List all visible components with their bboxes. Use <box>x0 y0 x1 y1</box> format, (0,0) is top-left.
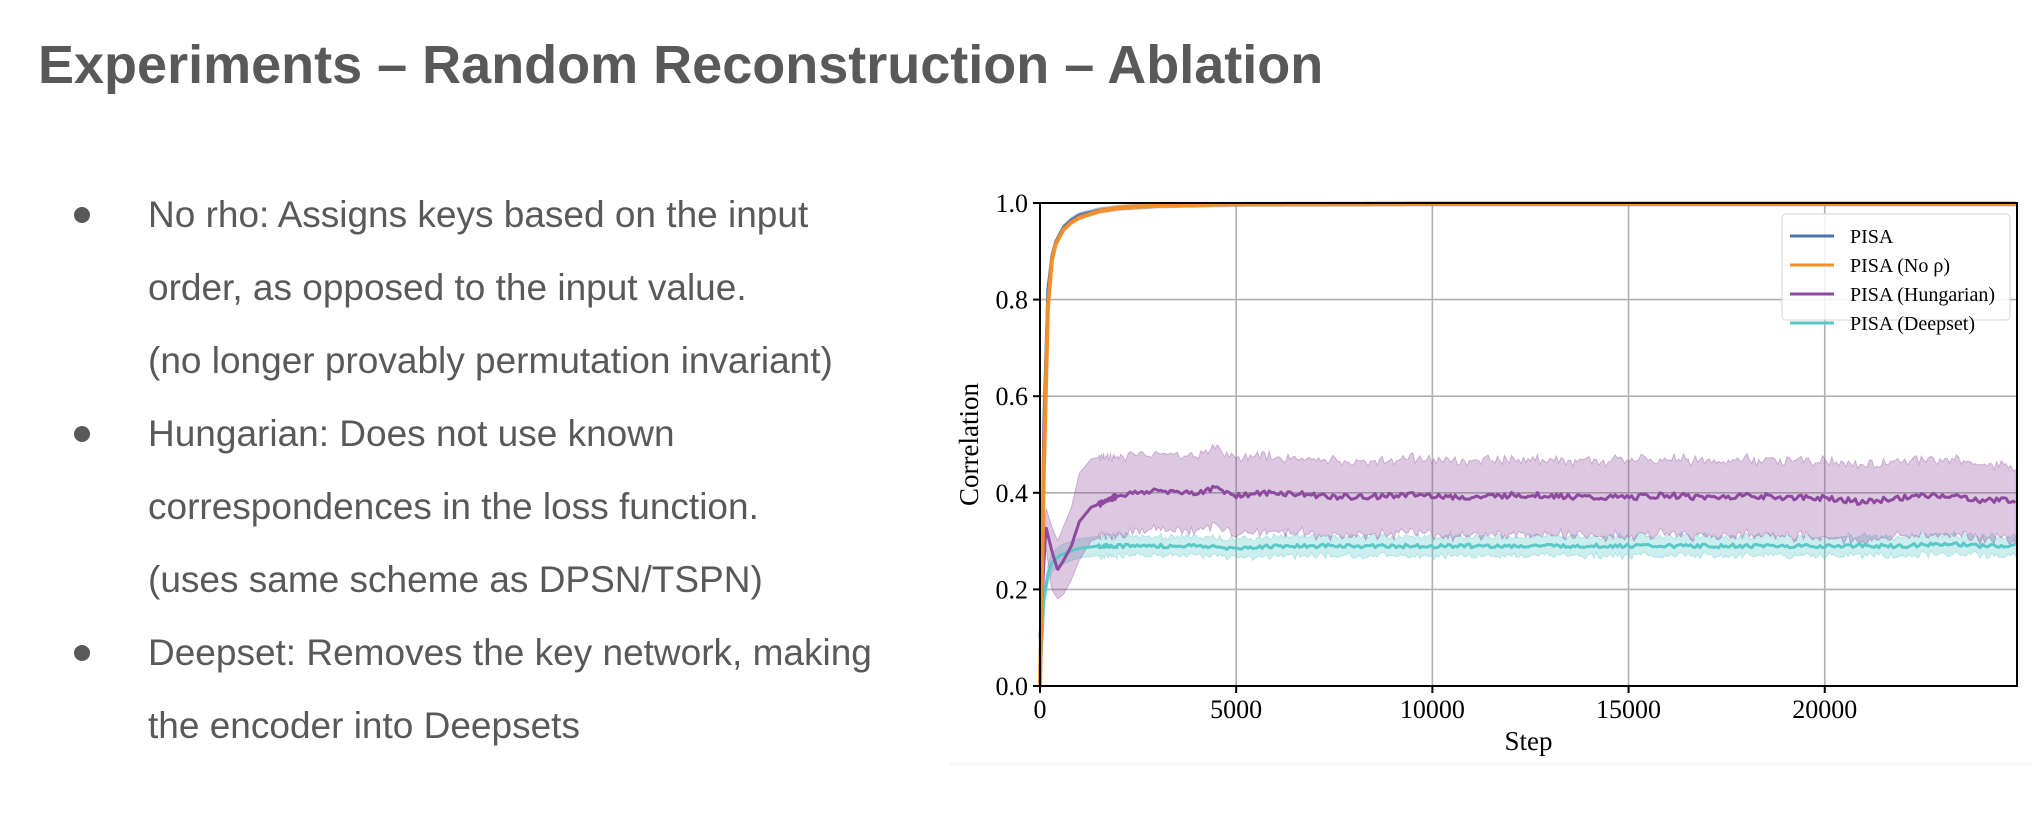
band-2 <box>1039 443 2016 638</box>
legend-label: PISA (Deepset) <box>1850 313 1975 335</box>
x-tick-label: 0 <box>1034 695 1047 724</box>
x-tick-label: 10000 <box>1400 695 1465 724</box>
legend-label: PISA (No ρ) <box>1850 255 1950 277</box>
y-tick-label: 0.8 <box>996 286 1029 315</box>
y-tick-label: 0.2 <box>996 575 1029 604</box>
x-axis-label: Step <box>1504 726 1552 756</box>
slide-title: Experiments – Random Reconstruction – Ab… <box>38 35 1324 95</box>
bullet-dot-icon <box>74 426 90 442</box>
bullet-dot-icon <box>74 645 90 661</box>
legend-label: PISA (Hungarian) <box>1850 284 1995 306</box>
bullet-list: No rho: Assigns keys based on the input … <box>68 178 968 762</box>
x-tick-label: 5000 <box>1210 695 1262 724</box>
plot-frame <box>1039 202 2018 687</box>
axis-ticks: 0 5000 10000 15000 20000 0.0 0.2 0.4 0.6 0.8 1.0 <box>996 189 1858 724</box>
bullet-text-line: the encoder into Deepsets <box>148 705 580 746</box>
legend-label: PISA <box>1850 226 1894 248</box>
y-axis-label: Correlation <box>954 383 984 506</box>
y-tick-label: 0.6 <box>996 382 1029 411</box>
bullet-deepset: Deepset: Removes the key network, making… <box>68 616 968 762</box>
bullet-text-line: Deepset: Removes the key network, making <box>148 632 872 673</box>
bullet-text-line: Hungarian: Does not use known <box>148 413 675 454</box>
y-tick-label: 0.0 <box>996 672 1029 701</box>
series-line-2 <box>1038 484 2017 638</box>
x-tick-label: 20000 <box>1792 695 1857 724</box>
series-line-3 <box>1038 541 2016 677</box>
correlation-chart: 0 5000 10000 15000 20000 0.0 0.2 0.4 0.6 0.8 1.0 S… <box>950 185 2032 765</box>
y-tick-label: 1.0 <box>996 189 1029 218</box>
bullet-text-line: No rho: Assigns keys based on the input <box>148 194 809 235</box>
chart-legend: PISA PISA (No ρ) PISA (Hungarian) PISA (Dee… <box>1781 213 2011 335</box>
y-tick-label: 0.4 <box>996 479 1029 508</box>
bullet-text-line: order, as opposed to the input value. <box>148 267 747 308</box>
chart-bottom-edge <box>950 762 2032 766</box>
bullet-hungarian: Hungarian: Does not use known correspond… <box>68 397 968 616</box>
bullet-text-line: (uses same scheme as DPSN/TSPN) <box>148 559 763 600</box>
band-3 <box>1039 530 2016 687</box>
bullet-text-line: correspondences in the loss function. <box>148 486 759 527</box>
x-tick-label: 15000 <box>1596 695 1661 724</box>
bullet-no-rho: No rho: Assigns keys based on the input … <box>68 178 968 397</box>
bullet-text-line: (no longer provably permutation invarian… <box>148 340 833 381</box>
bullet-dot-icon <box>74 207 90 223</box>
legend-box <box>1781 213 2011 321</box>
